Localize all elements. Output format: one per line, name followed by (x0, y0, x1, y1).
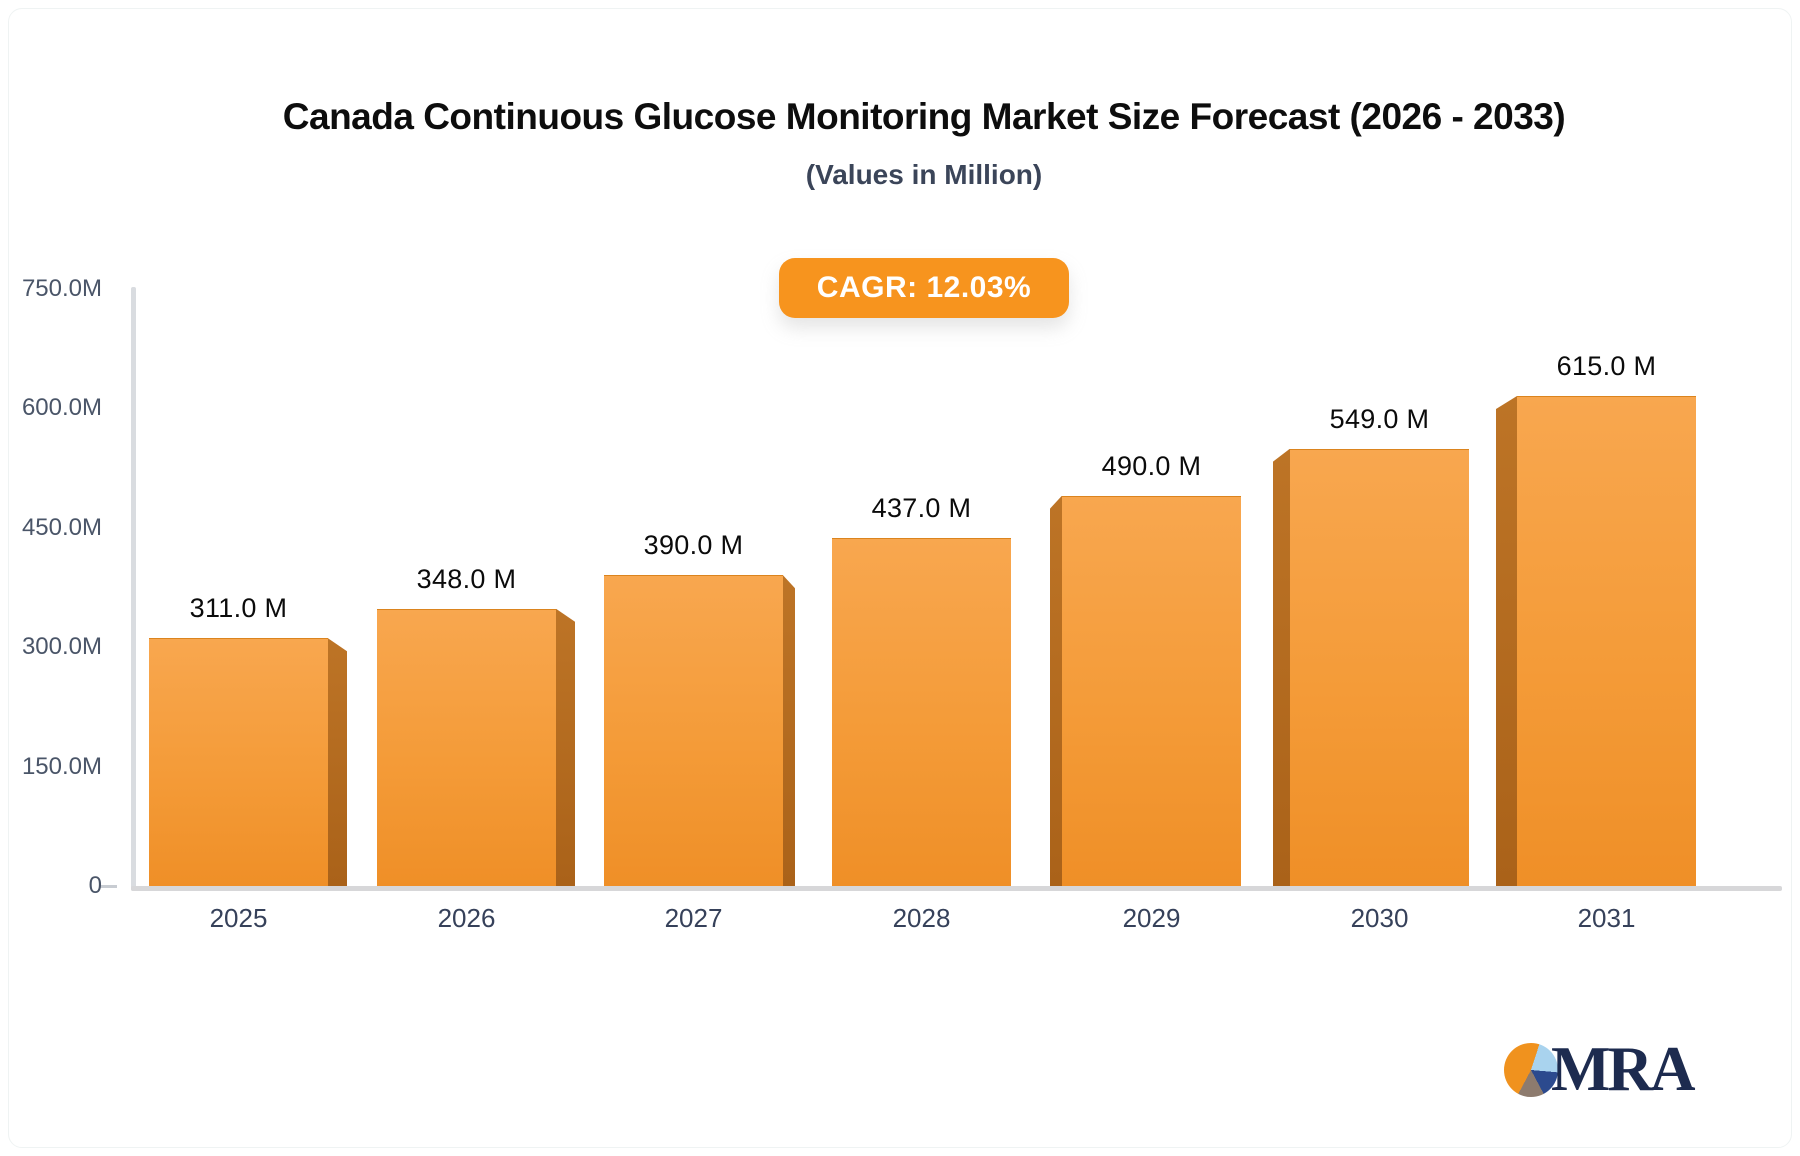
bar-face (832, 537, 1011, 886)
bar-value-label: 615.0 M (1556, 351, 1657, 382)
bar-2030[interactable] (1273, 448, 1469, 886)
x-axis-category-label: 2029 (1122, 903, 1181, 933)
bar-2028[interactable] (832, 537, 1011, 886)
bar-value-label: 348.0 M (416, 563, 517, 594)
bar-2025[interactable] (149, 638, 347, 886)
bar-3d-side (783, 575, 795, 886)
bar-2026[interactable] (377, 608, 575, 886)
bar-value-label: 311.0 M (189, 593, 288, 624)
cagr-badge: CAGR: 12.03% (778, 258, 1070, 318)
bar-face (604, 575, 783, 886)
y-axis-tick-label: 300.0M (21, 633, 102, 660)
mra-logo: MRA (1504, 1034, 1695, 1104)
y-axis-tick-label: 0 (88, 872, 102, 899)
bar-value-label: 390.0 M (643, 530, 744, 561)
bar-2027[interactable] (604, 575, 795, 886)
bar-3d-side (1496, 396, 1517, 886)
x-axis-category-label: 2030 (1350, 903, 1409, 933)
mra-pie-logo-icon (1504, 1042, 1558, 1097)
bar-3d-side (328, 638, 347, 886)
x-axis-category-label: 2031 (1577, 903, 1636, 933)
x-axis-category-label: 2028 (892, 903, 951, 933)
y-axis-tick-label: 450.0M (21, 513, 102, 541)
zero-tick-mark (100, 885, 117, 888)
x-axis-baseline (131, 886, 1782, 891)
bar-face (377, 608, 556, 886)
chart-subtitle: (Values in Million) (805, 158, 1043, 190)
bar-3d-side (1273, 448, 1290, 886)
x-axis-category-label: 2025 (209, 903, 268, 933)
bar-value-label: 490.0 M (1101, 450, 1202, 481)
bar-face (1517, 396, 1696, 886)
y-axis-tick-label: 600.0M (21, 394, 102, 421)
bar-face (1062, 495, 1241, 886)
y-axis-tick-label: 750.0M (21, 274, 102, 302)
chart-header: Canada Continuous Glucose Monitoring Mar… (48, 96, 1800, 191)
y-axis-line (131, 287, 136, 891)
y-axis-tick-label: 150.0M (21, 752, 102, 780)
bar-3d-side (1050, 495, 1062, 886)
mra-logo-text: MRA (1551, 1034, 1695, 1104)
cagr-badge-row: CAGR: 12.03% (48, 258, 1800, 318)
chart-title: Canada Continuous Glucose Monitoring Mar… (282, 96, 1566, 137)
bar-face (149, 638, 328, 886)
bar-value-label: 437.0 M (871, 492, 972, 523)
x-axis-category-label: 2027 (664, 903, 723, 933)
bar-value-label: 549.0 M (1329, 403, 1430, 434)
bar-2029[interactable] (1050, 495, 1241, 886)
x-axis-category-label: 2026 (437, 903, 496, 933)
bar-3d-side (556, 608, 575, 886)
bar-2031[interactable] (1496, 396, 1696, 886)
bar-face (1290, 448, 1469, 886)
